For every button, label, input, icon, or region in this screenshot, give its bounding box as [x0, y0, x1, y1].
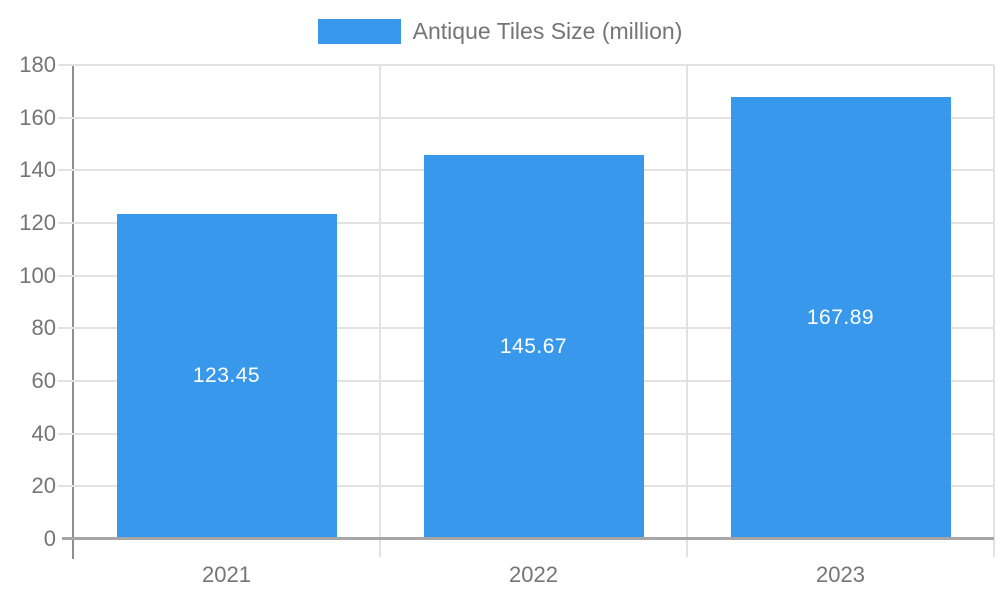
y-tick-label-180: 180: [19, 52, 56, 77]
bar-value-label-2021: 123.45: [192, 364, 261, 388]
y-axis-line: [72, 65, 74, 559]
x-gridline-3: [993, 65, 995, 539]
x-tick-label-2023: 2023: [816, 562, 865, 587]
y-tick-label-140: 140: [19, 157, 56, 183]
x-tick-mark-2: [686, 539, 688, 557]
bar-2023[interactable]: 167.89: [730, 96, 951, 539]
x-gridline-2: [686, 65, 688, 539]
y-tick-label-60: 60: [31, 368, 56, 393]
y-tick-label-100: 100: [19, 262, 56, 288]
x-axis-line: [62, 537, 994, 540]
x-tick-label-2022: 2022: [509, 562, 558, 587]
bar-value-label-2022: 145.67: [499, 335, 568, 359]
y-tick-label-120: 120: [19, 210, 56, 235]
y-tick-label-160: 160: [19, 104, 56, 130]
y-tick-label-0: 0: [43, 526, 56, 551]
y-tick-label-80: 80: [31, 315, 56, 341]
x-tick-mark-1: [379, 539, 381, 557]
x-tick-mark-3: [993, 539, 995, 557]
y-gridline-180: [58, 64, 994, 66]
bar-value-label-2023: 167.89: [806, 305, 875, 329]
x-gridline-1: [379, 65, 381, 539]
legend-swatch[interactable]: [317, 19, 401, 44]
bar-2022[interactable]: 145.67: [423, 155, 644, 539]
y-gridline-160: [58, 116, 994, 119]
y-tick-label-40: 40: [31, 420, 56, 446]
x-tick-label-2021: 2021: [202, 562, 251, 587]
bar-2021[interactable]: 123.45: [116, 213, 337, 539]
legend-series-label[interactable]: Antique Tiles Size (million): [412, 18, 683, 44]
y-tick-label-20: 20: [31, 473, 56, 499]
legend: Antique Tiles Size (million): [0, 18, 1000, 45]
